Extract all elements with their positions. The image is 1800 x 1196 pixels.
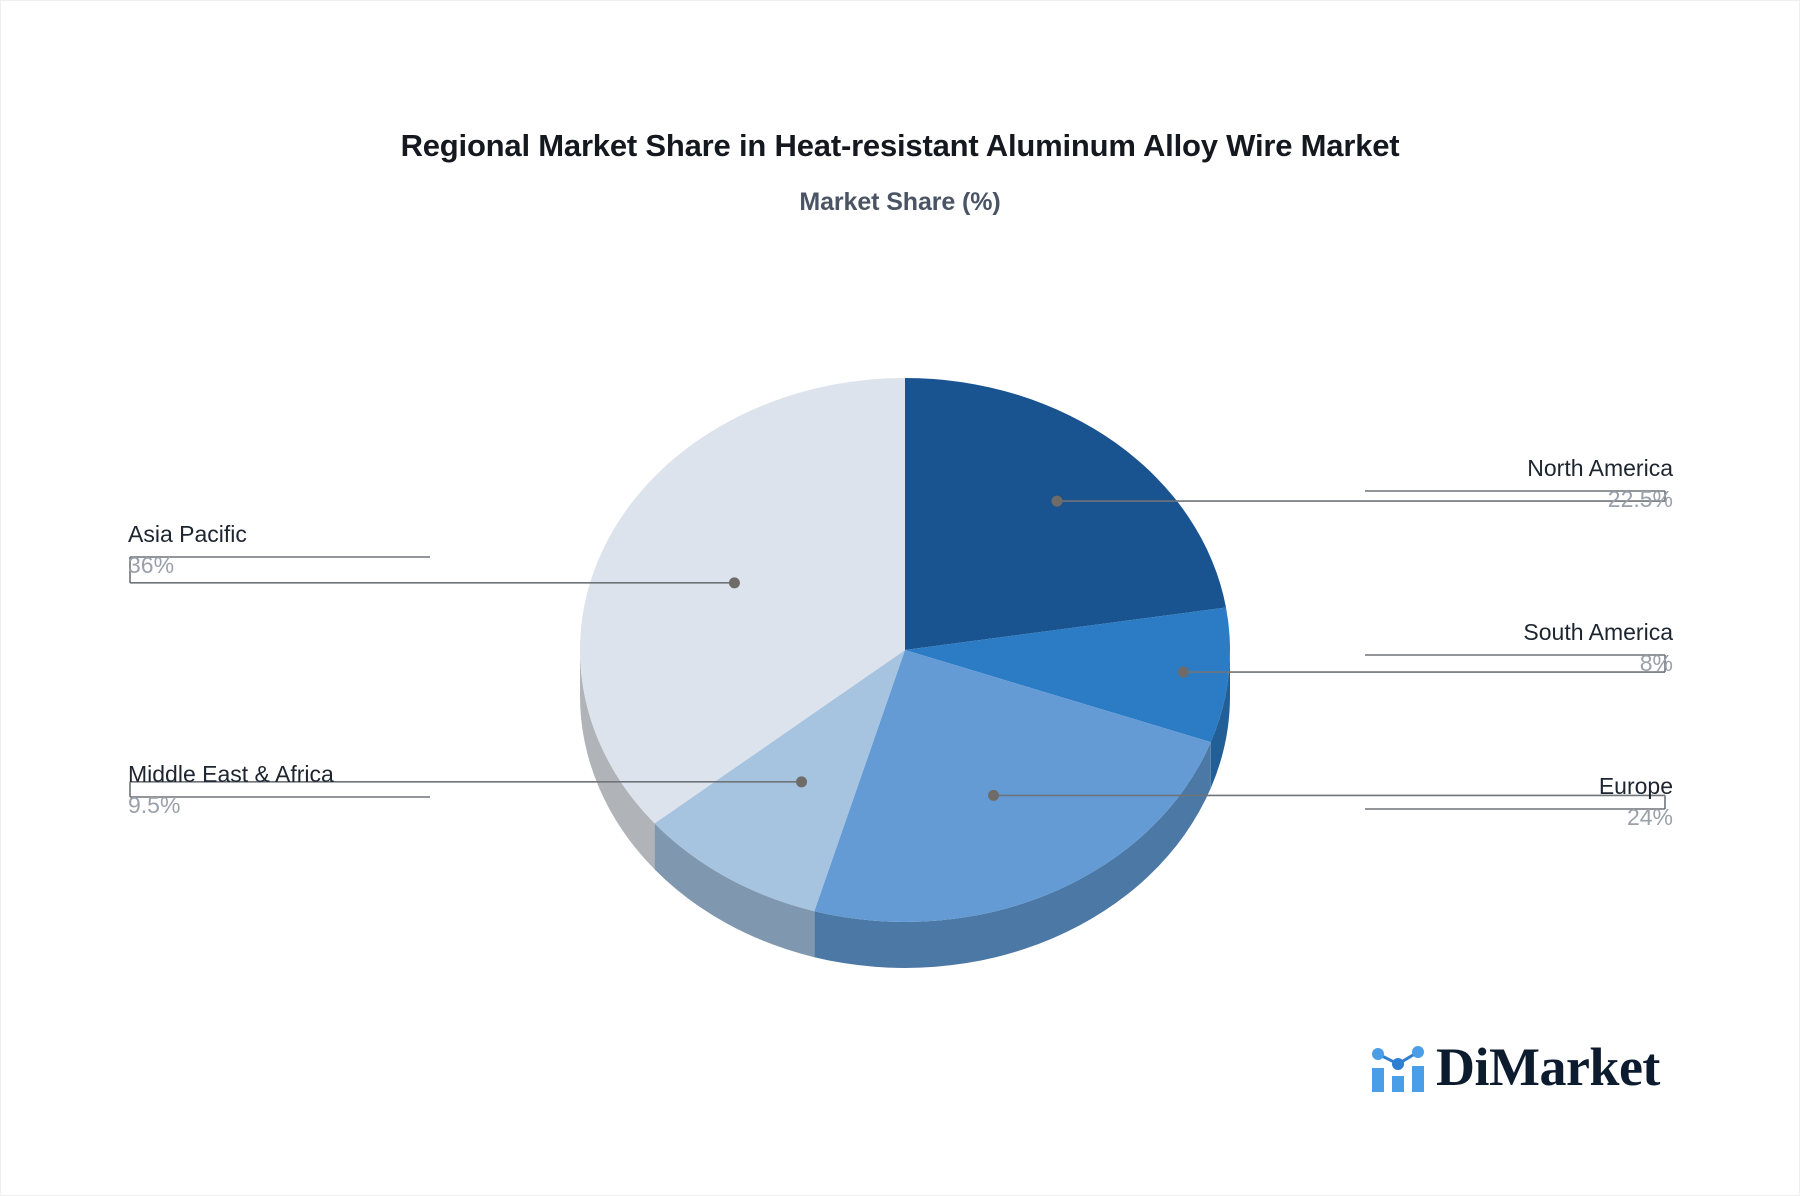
callout-label-value: 9.5% xyxy=(128,792,181,818)
pie-slice-side xyxy=(654,823,815,958)
callout-asia-pacific: Asia Pacific 36% xyxy=(128,519,247,581)
pie-slice xyxy=(814,650,1211,922)
pie-leader-anchor-dot xyxy=(988,789,1000,801)
callout-middle-east-africa: Middle East & Africa 9.5% xyxy=(128,759,334,821)
pie-slices xyxy=(579,378,1230,922)
pie-slice-side xyxy=(1210,650,1230,789)
pie-slice-side xyxy=(580,650,655,870)
pie-leader-line xyxy=(1183,655,1666,673)
brand-logo: DiMarket xyxy=(1370,1040,1660,1094)
pie-leader-anchor-dot xyxy=(1177,666,1189,678)
pie-leader-lines xyxy=(129,490,1666,810)
callout-south-america: South America 8% xyxy=(1523,617,1673,679)
pie-slice xyxy=(905,378,1226,650)
pie-leader-line xyxy=(129,781,802,797)
callout-label-name: Asia Pacific xyxy=(128,521,247,547)
pie-leader-anchor-dot xyxy=(1051,495,1063,507)
pie-slice xyxy=(905,607,1230,743)
bar-chart-logo-icon xyxy=(1372,1046,1424,1092)
callout-north-america: North America 22.5% xyxy=(1527,453,1673,515)
pie-slice-side xyxy=(814,742,1211,968)
pie-leader-line xyxy=(129,557,735,584)
pie-3d-sides xyxy=(580,650,1230,968)
pie-slice xyxy=(654,650,905,912)
callout-europe: Europe 24% xyxy=(1599,771,1673,833)
callout-label-name: Europe xyxy=(1598,773,1673,799)
pie-leader-anchor-dot xyxy=(728,577,740,589)
callout-label-value: 36% xyxy=(128,552,175,578)
chart-subtitle: Market Share (%) xyxy=(799,188,1001,216)
pie-leader-line xyxy=(1056,491,1666,502)
callout-label-name: North America xyxy=(1527,455,1673,481)
callout-label-name: South America xyxy=(1523,619,1673,645)
chart-title: Regional Market Share in Heat-resistant … xyxy=(400,128,1400,163)
pie-leader-line xyxy=(993,794,1666,809)
pie-slice xyxy=(579,378,905,824)
callout-label-value: 8% xyxy=(1639,650,1673,676)
callout-label-value: 24% xyxy=(1626,804,1673,830)
callout-label-value: 22.5% xyxy=(1607,486,1673,512)
callout-label-name: Middle East & Africa xyxy=(128,761,334,787)
pie-leader-anchor-dot xyxy=(796,776,808,788)
brand-logo-text: DiMarket xyxy=(1436,1037,1660,1097)
